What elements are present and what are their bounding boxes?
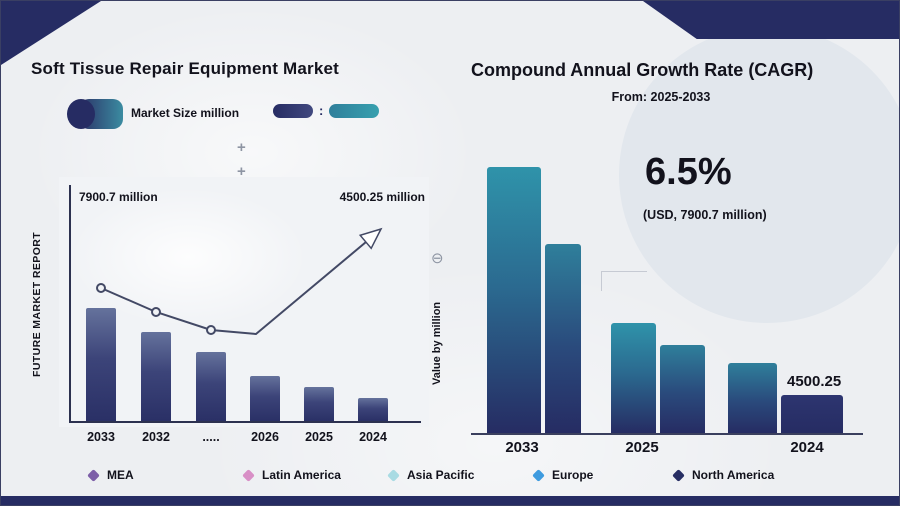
market-size-legend-icon [67,97,125,131]
bottom-bar-decoration [1,496,899,505]
brand-side-label: FUTURE MARKET REPORT [31,231,43,377]
legend-diamond-icon [242,468,255,482]
legend-item-asia-pacific: Asia Pacific [387,467,475,483]
left-xaxis-label-2032: 2032 [142,430,170,444]
market-size-bar-2025 [304,387,334,421]
bracket-decoration [601,271,647,291]
left-xaxis-labels: 2033 2032..... 2026 2025 2024 [59,430,429,448]
left-xaxis-label-2026: 2026 [251,430,279,444]
cylinder-cap-icon [67,99,95,129]
x-axis-line [69,421,421,423]
legend-diamond-icon [87,468,100,482]
legend-label: MEA [107,468,134,482]
legend-label: Asia Pacific [407,468,475,482]
legend-diamond-icon [672,468,685,482]
right-baseline [471,433,863,435]
navy-pill-icon [273,104,313,118]
teal-pill-icon [329,104,380,118]
legend-label: North America [692,468,775,482]
cagr-bar-5 [781,395,843,433]
background-circle-decoration [619,27,899,323]
market-size-legend-label: Market Size million [131,106,240,120]
legend-label: Latin America [262,468,341,482]
right-xaxis-label-2033: 2033 [505,439,539,456]
right-xaxis-label-2024: 2024 [790,439,824,456]
left-chart-title: Soft Tissue Repair Equipment Market [31,59,340,78]
market-size-bar-2024 [358,398,388,421]
legend-item-europe: Europe [532,467,594,483]
market-size-chart: 7900.7 million 4500.25 million [59,177,429,427]
cagr-value: 6.5% [645,151,732,193]
cagr-bar-4 [728,363,777,433]
corner-decoration-top-left [1,1,101,65]
y-axis-line [69,185,71,423]
cagr-title: Compound Annual Growth Rate (CAGR) [471,60,814,80]
corner-decoration-top-right [643,1,899,39]
chart-start-value: 7900.7 million [79,190,158,204]
market-size-bar-2026 [250,376,280,421]
legend-item-mea: MEA [87,467,134,483]
market-size-bar-2033 [86,308,116,421]
cagr-bar-1 [545,244,581,433]
cagr-basis: (USD, 7900.7 million) [643,208,767,222]
trend-line-arrow [96,227,383,336]
circle-minus-icon: ⊖ [431,250,444,267]
cagr-subtitle: From: 2025-2033 [611,90,711,104]
end-value-label: 4500.25 [787,373,842,390]
market-size-bar-2032 [141,332,171,421]
right-xaxis-label-2025: 2025 [625,439,659,456]
value-axis-label: Value by million [431,301,443,385]
legend-diamond-icon [387,468,400,482]
colon-separator: : [319,103,324,118]
plus-icon: + [237,163,246,180]
left-xaxis-label-2025: 2025 [305,430,333,444]
legend-label: Europe [552,468,594,482]
legend-diamond-icon [532,468,545,482]
cagr-bar-2 [611,323,656,433]
cagr-bar-0 [487,167,541,433]
left-xaxis-label-2024: 2024 [359,430,387,444]
chart-end-value: 4500.25 million [339,190,425,204]
left-xaxis-label-2033: 2033 [87,430,115,444]
market-size-bar-..... [196,352,226,421]
legend-item-north-america: North America [672,467,775,483]
ratio-pills-decoration: : [273,103,380,118]
cagr-bar-3 [660,345,705,433]
plus-icon: + [237,139,246,156]
left-xaxis-label-.....: ..... [202,430,220,444]
legend-item-latin-america: Latin America [242,467,341,483]
